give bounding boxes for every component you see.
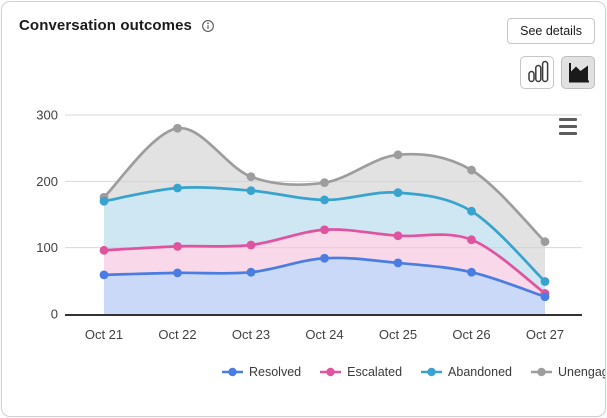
- y-axis-tick-label: 100: [36, 240, 58, 255]
- series-abandoned-point[interactable]: [246, 186, 256, 196]
- legend-item-abandoned[interactable]: Abandoned: [421, 365, 512, 379]
- series-escalated-point[interactable]: [246, 240, 256, 250]
- series-resolved-point[interactable]: [99, 270, 109, 280]
- legend-item-escalated[interactable]: Escalated: [320, 365, 402, 379]
- y-axis-tick-label: 200: [36, 174, 58, 189]
- legend-label: Unengaged: [557, 365, 605, 379]
- legend-label: Resolved: [249, 365, 302, 379]
- series-abandoned-point[interactable]: [393, 188, 403, 198]
- series-resolved-point[interactable]: [320, 253, 329, 263]
- series-abandoned-point[interactable]: [99, 196, 109, 206]
- legend-item-unengaged[interactable]: Unengaged: [530, 365, 605, 379]
- area-chart-toggle-button[interactable]: [561, 56, 595, 89]
- series-unengaged-point[interactable]: [467, 165, 476, 175]
- x-axis-tick-label: Oct 21: [85, 327, 123, 342]
- series-escalated-point[interactable]: [467, 235, 476, 245]
- chart-type-toggle-group: [520, 56, 595, 89]
- x-axis-tick-label: Oct 24: [305, 327, 343, 342]
- series-unengaged-point[interactable]: [246, 172, 256, 182]
- hamburger-menu-icon: [559, 124, 577, 129]
- legend-marker-icon: [530, 367, 552, 377]
- series-abandoned-point[interactable]: [173, 183, 182, 193]
- column-chart-icon: [521, 55, 554, 91]
- series-unengaged-point[interactable]: [320, 178, 329, 188]
- series-resolved-point[interactable]: [246, 267, 256, 277]
- legend-label: Abandoned: [448, 365, 512, 379]
- hamburger-menu-icon: [559, 118, 577, 122]
- area-chart-icon: [562, 55, 595, 91]
- x-axis-tick-label: Oct 22: [158, 327, 196, 342]
- series-escalated-point[interactable]: [173, 241, 182, 251]
- legend-marker-icon: [421, 367, 443, 377]
- legend-label: Escalated: [347, 365, 403, 379]
- column-chart-toggle-button[interactable]: [520, 56, 554, 89]
- legend-marker-icon: [320, 367, 342, 377]
- series-resolved-point[interactable]: [393, 258, 403, 268]
- y-axis-tick-label: 300: [36, 108, 58, 123]
- legend-item-resolved[interactable]: Resolved: [222, 365, 301, 379]
- chart-legend: Resolved Escalated Abandoned Unengaged: [222, 365, 605, 379]
- series-unengaged-point[interactable]: [393, 150, 403, 160]
- series-resolved-point[interactable]: [540, 292, 550, 302]
- x-axis-tick-label: Oct 23: [232, 327, 270, 342]
- info-icon[interactable]: [201, 19, 215, 33]
- legend-marker-icon: [222, 367, 243, 377]
- series-unengaged-point[interactable]: [173, 123, 182, 133]
- series-escalated-point[interactable]: [99, 245, 109, 255]
- series-abandoned-point[interactable]: [540, 277, 550, 286]
- series-escalated-point[interactable]: [393, 231, 403, 241]
- chart-context-menu-button[interactable]: [555, 115, 583, 138]
- hamburger-menu-icon: [559, 131, 577, 135]
- see-details-button[interactable]: See details: [507, 18, 595, 44]
- series-resolved-area: [104, 257, 545, 314]
- series-abandoned-point[interactable]: [467, 206, 476, 216]
- conversation-outcomes-area-chart: 0 100 200 300 Oct 21 Oct 22 Oct 23 Oct 24 Oct 25…: [36, 108, 582, 342]
- series-resolved-point[interactable]: [467, 267, 476, 277]
- series-unengaged-point[interactable]: [540, 237, 550, 247]
- page-title: Conversation outcomes: [19, 17, 192, 34]
- x-axis-tick-label: Oct 26: [452, 327, 490, 342]
- series-resolved-point[interactable]: [173, 268, 182, 278]
- x-axis-tick-label: Oct 27: [526, 327, 564, 342]
- series-abandoned-point[interactable]: [320, 195, 329, 205]
- series-escalated-point[interactable]: [320, 225, 329, 235]
- x-axis-tick-label: Oct 25: [379, 327, 417, 342]
- y-axis-tick-label: 0: [51, 307, 58, 322]
